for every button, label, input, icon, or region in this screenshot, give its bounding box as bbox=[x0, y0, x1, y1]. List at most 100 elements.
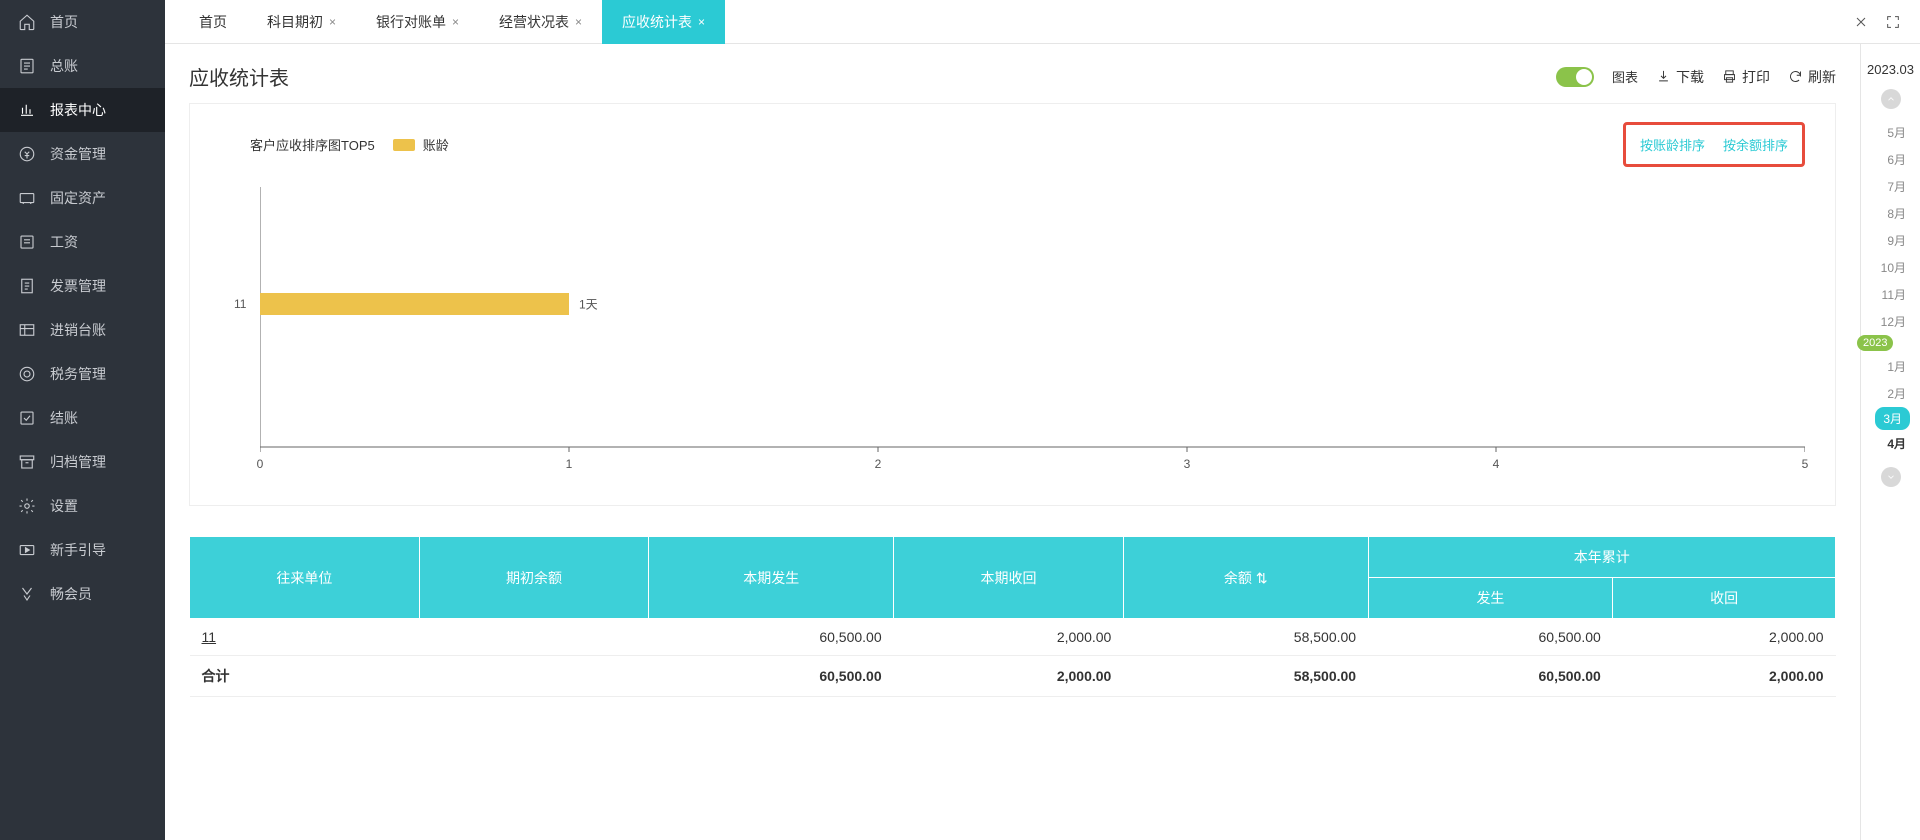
sort-buttons-highlight: 按账龄排序 按余额排序 bbox=[1623, 122, 1805, 167]
sidebar-item-stock[interactable]: 进销台账 bbox=[0, 308, 165, 352]
chart-title: 客户应收排序图TOP5 bbox=[250, 135, 375, 154]
sidebar-item-invoice[interactable]: 发票管理 bbox=[0, 264, 165, 308]
sidebar-item-member[interactable]: 畅会员 bbox=[0, 572, 165, 616]
print-button[interactable]: 打印 bbox=[1722, 67, 1770, 87]
timeline-month[interactable]: 4月 bbox=[1883, 430, 1910, 457]
content: 应收统计表 图表 下载 打印 bbox=[165, 44, 1860, 840]
table-cell: 58,500.00 bbox=[1123, 656, 1368, 697]
home-icon bbox=[18, 13, 36, 31]
sidebar-item-settings[interactable]: 设置 bbox=[0, 484, 165, 528]
sidebar-item-label: 固定资产 bbox=[50, 188, 106, 208]
sidebar-item-label: 首页 bbox=[50, 12, 78, 32]
receivable-table: 往来单位 期初余额 本期发生 本期收回 余额⇅ 本年累计 发生 收回 1160,… bbox=[189, 536, 1836, 697]
table-row: 1160,500.002,000.0058,500.0060,500.002,0… bbox=[190, 619, 1836, 656]
table-cell: 合计 bbox=[190, 656, 420, 697]
col-ytd-occur[interactable]: 发生 bbox=[1368, 578, 1613, 619]
timeline-month[interactable]: 11月 bbox=[1878, 281, 1910, 308]
tab-bar: 首页 科目期初× 银行对账单× 经营状况表 × 应收统计表 × bbox=[165, 0, 1920, 44]
close-icon[interactable]: × bbox=[329, 15, 336, 29]
timeline-up-button[interactable] bbox=[1881, 89, 1901, 109]
col-occur[interactable]: 本期发生 bbox=[649, 537, 894, 619]
legend-item: 账龄 bbox=[393, 135, 449, 154]
refresh-button[interactable]: 刷新 bbox=[1788, 67, 1836, 87]
timeline-month[interactable]: 3月 bbox=[1875, 407, 1910, 430]
ledger-icon bbox=[18, 57, 36, 75]
timeline-month[interactable]: 6月 bbox=[1883, 146, 1910, 173]
table-cell: 2,000.00 bbox=[894, 619, 1124, 656]
timeline-month[interactable]: 9月 bbox=[1883, 227, 1910, 254]
chart-x-tick: 1 bbox=[566, 457, 573, 471]
sidebar-item-closing[interactable]: 结账 bbox=[0, 396, 165, 440]
sidebar-item-label: 设置 bbox=[50, 496, 78, 516]
chart-toggle[interactable] bbox=[1556, 67, 1594, 87]
timeline-month[interactable]: 12月 bbox=[1877, 308, 1910, 335]
sidebar: 首页 总账 报表中心 资金管理 固定资产 工资 发票管理 进销台账 bbox=[0, 0, 165, 840]
chart-bar-label: 1天 bbox=[579, 296, 598, 313]
sort-desc-icon: ⇅ bbox=[1256, 570, 1268, 587]
col-unit[interactable]: 往来单位 bbox=[190, 537, 420, 619]
sidebar-item-ledger[interactable]: 总账 bbox=[0, 44, 165, 88]
chart-plot: 110123451天 bbox=[260, 187, 1805, 487]
col-recover[interactable]: 本期收回 bbox=[894, 537, 1124, 619]
col-balance[interactable]: 余额⇅ bbox=[1123, 537, 1368, 619]
sort-by-balance-link[interactable]: 按余额排序 bbox=[1723, 135, 1788, 154]
tab-receivable[interactable]: 应收统计表 × bbox=[602, 0, 725, 44]
col-ytd-recover[interactable]: 收回 bbox=[1613, 578, 1836, 619]
close-all-button[interactable] bbox=[1852, 13, 1870, 31]
table-cell bbox=[419, 656, 649, 697]
unit-link[interactable]: 11 bbox=[202, 629, 217, 645]
salary-icon bbox=[18, 233, 36, 251]
sidebar-item-label: 新手引导 bbox=[50, 540, 106, 560]
sidebar-item-home[interactable]: 首页 bbox=[0, 0, 165, 44]
tab-home[interactable]: 首页 bbox=[179, 0, 247, 44]
close-icon[interactable]: × bbox=[698, 15, 705, 29]
timeline-current-period[interactable]: 2023.03 bbox=[1861, 56, 1920, 83]
chart-y-label: 11 bbox=[234, 297, 246, 311]
archive-icon bbox=[18, 453, 36, 471]
timeline-month[interactable]: 7月 bbox=[1883, 173, 1910, 200]
timeline-year-badge: 2023 bbox=[1857, 335, 1893, 351]
sidebar-item-label: 发票管理 bbox=[50, 276, 106, 296]
table-cell: 60,500.00 bbox=[649, 619, 894, 656]
timeline-month[interactable]: 8月 bbox=[1883, 200, 1910, 227]
timeline-month[interactable]: 2月 bbox=[1883, 380, 1910, 407]
tax-icon bbox=[18, 365, 36, 383]
close-icon[interactable]: × bbox=[452, 15, 459, 29]
sidebar-item-tax[interactable]: 税务管理 bbox=[0, 352, 165, 396]
timeline-month[interactable]: 10月 bbox=[1877, 254, 1910, 281]
table-cell: 60,500.00 bbox=[649, 656, 894, 697]
sidebar-item-label: 归档管理 bbox=[50, 452, 106, 472]
table-cell: 2,000.00 bbox=[894, 656, 1124, 697]
col-opening[interactable]: 期初余额 bbox=[419, 537, 649, 619]
sidebar-item-salary[interactable]: 工资 bbox=[0, 220, 165, 264]
tab-operation[interactable]: 经营状况表 × bbox=[479, 0, 602, 44]
tab-label: 应收统计表 bbox=[622, 12, 692, 32]
chart-x-tick: 4 bbox=[1493, 457, 1500, 471]
close-icon[interactable]: × bbox=[575, 15, 582, 29]
timeline-month[interactable]: 1月 bbox=[1883, 353, 1910, 380]
sidebar-item-assets[interactable]: 固定资产 bbox=[0, 176, 165, 220]
print-label: 打印 bbox=[1742, 67, 1770, 87]
timeline-down-button[interactable] bbox=[1881, 467, 1901, 487]
sidebar-item-reports[interactable]: 报表中心 bbox=[0, 88, 165, 132]
timeline-month[interactable]: 5月 bbox=[1883, 119, 1910, 146]
table-cell: 58,500.00 bbox=[1123, 619, 1368, 656]
sidebar-item-label: 报表中心 bbox=[50, 100, 106, 120]
table-cell: 60,500.00 bbox=[1368, 619, 1613, 656]
tab-bank[interactable]: 银行对账单× bbox=[356, 0, 479, 44]
sidebar-item-label: 畅会员 bbox=[50, 584, 92, 604]
chart-x-tick: 5 bbox=[1802, 457, 1809, 471]
sidebar-item-funds[interactable]: 资金管理 bbox=[0, 132, 165, 176]
fullscreen-button[interactable] bbox=[1884, 13, 1902, 31]
download-label: 下载 bbox=[1676, 67, 1704, 87]
closing-icon bbox=[18, 409, 36, 427]
asset-icon bbox=[18, 189, 36, 207]
sidebar-item-label: 总账 bbox=[50, 56, 78, 76]
download-button[interactable]: 下载 bbox=[1656, 67, 1704, 87]
sidebar-item-guide[interactable]: 新手引导 bbox=[0, 528, 165, 572]
tab-label: 经营状况表 bbox=[499, 12, 569, 32]
member-icon bbox=[18, 585, 36, 603]
sort-by-age-link[interactable]: 按账龄排序 bbox=[1640, 135, 1705, 154]
sidebar-item-archive[interactable]: 归档管理 bbox=[0, 440, 165, 484]
tab-opening[interactable]: 科目期初× bbox=[247, 0, 356, 44]
